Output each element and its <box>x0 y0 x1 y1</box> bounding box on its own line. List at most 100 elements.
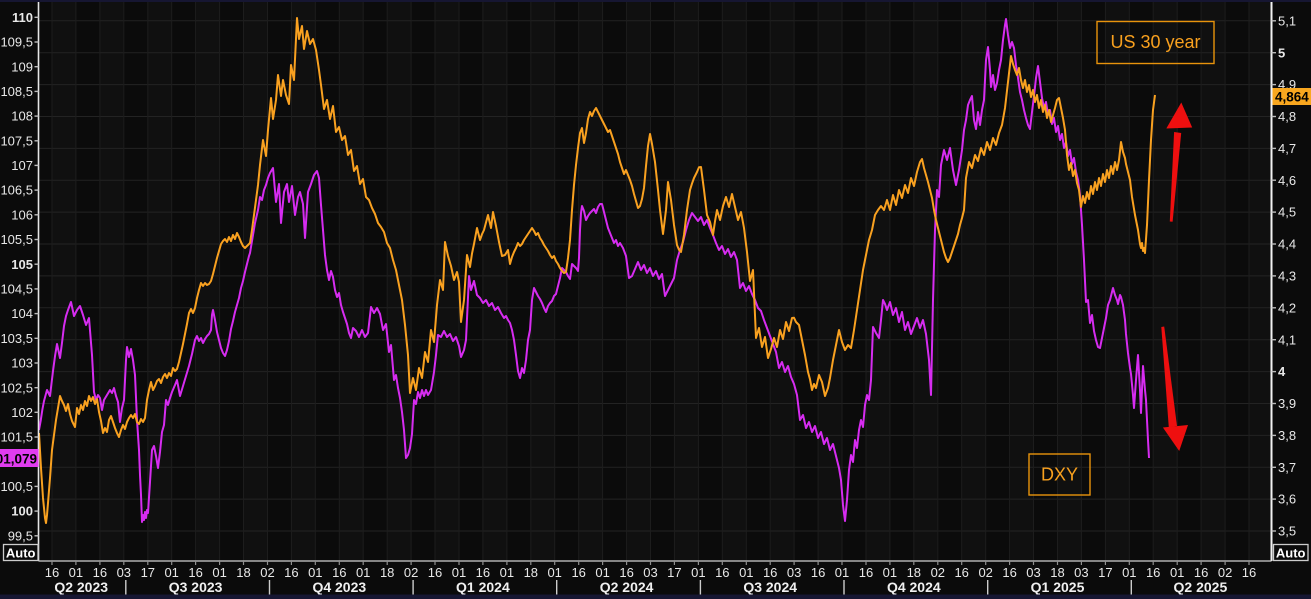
svg-text:107,5: 107,5 <box>0 133 33 148</box>
svg-text:4,3: 4,3 <box>1278 269 1296 284</box>
svg-text:3,6: 3,6 <box>1278 492 1296 507</box>
svg-text:16: 16 <box>1194 565 1208 580</box>
svg-text:16: 16 <box>571 565 585 580</box>
svg-text:17: 17 <box>141 565 155 580</box>
svg-text:17: 17 <box>1098 565 1112 580</box>
svg-text:106: 106 <box>11 207 33 222</box>
svg-text:105,5: 105,5 <box>0 232 33 247</box>
svg-text:3,9: 3,9 <box>1278 396 1296 411</box>
svg-text:01: 01 <box>547 565 561 580</box>
svg-text:3,7: 3,7 <box>1278 460 1296 475</box>
svg-text:18: 18 <box>1050 565 1064 580</box>
svg-text:16: 16 <box>1242 565 1256 580</box>
svg-text:01: 01 <box>500 565 514 580</box>
svg-text:01,079: 01,079 <box>0 452 37 467</box>
svg-text:01: 01 <box>1170 565 1184 580</box>
svg-text:16: 16 <box>763 565 777 580</box>
svg-text:16: 16 <box>859 565 873 580</box>
svg-text:03: 03 <box>787 565 801 580</box>
svg-text:4,6: 4,6 <box>1278 173 1296 188</box>
svg-text:101,5: 101,5 <box>0 430 33 445</box>
svg-text:01: 01 <box>308 565 322 580</box>
svg-text:4: 4 <box>1278 364 1286 379</box>
svg-text:02: 02 <box>1218 565 1232 580</box>
svg-text:18: 18 <box>380 565 394 580</box>
svg-text:03: 03 <box>643 565 657 580</box>
svg-text:01: 01 <box>1122 565 1136 580</box>
svg-text:US 30 year: US 30 year <box>1110 32 1200 52</box>
svg-text:18: 18 <box>524 565 538 580</box>
svg-text:Auto: Auto <box>1276 546 1306 561</box>
svg-text:Q4 2023: Q4 2023 <box>312 579 366 595</box>
svg-text:103,5: 103,5 <box>0 331 33 346</box>
svg-text:4,1: 4,1 <box>1278 332 1296 347</box>
svg-text:01: 01 <box>595 565 609 580</box>
svg-text:16: 16 <box>332 565 346 580</box>
svg-text:108,5: 108,5 <box>0 84 33 99</box>
svg-text:Auto: Auto <box>6 546 36 561</box>
svg-text:02: 02 <box>404 565 418 580</box>
svg-text:03: 03 <box>1026 565 1040 580</box>
svg-text:16: 16 <box>811 565 825 580</box>
svg-text:4,8: 4,8 <box>1278 109 1296 124</box>
svg-text:Q4 2024: Q4 2024 <box>887 579 941 595</box>
svg-text:01: 01 <box>739 565 753 580</box>
svg-text:16: 16 <box>954 565 968 580</box>
svg-text:16: 16 <box>93 565 107 580</box>
svg-text:03: 03 <box>117 565 131 580</box>
svg-text:01: 01 <box>452 565 466 580</box>
svg-text:02: 02 <box>931 565 945 580</box>
svg-text:Q3 2024: Q3 2024 <box>743 579 797 595</box>
svg-text:01: 01 <box>164 565 178 580</box>
svg-text:02: 02 <box>978 565 992 580</box>
svg-text:18: 18 <box>236 565 250 580</box>
svg-text:01: 01 <box>691 565 705 580</box>
svg-text:18: 18 <box>907 565 921 580</box>
svg-text:110: 110 <box>12 10 33 25</box>
svg-text:103: 103 <box>11 356 33 371</box>
svg-text:106,5: 106,5 <box>0 183 33 198</box>
svg-text:100,5: 100,5 <box>0 479 33 494</box>
svg-text:Q2 2025: Q2 2025 <box>1174 579 1228 595</box>
svg-text:104,5: 104,5 <box>0 282 33 297</box>
svg-text:Q1 2024: Q1 2024 <box>456 579 510 595</box>
svg-text:3,8: 3,8 <box>1278 428 1296 443</box>
svg-text:5: 5 <box>1278 45 1285 60</box>
svg-text:5,1: 5,1 <box>1278 13 1296 28</box>
svg-text:108: 108 <box>11 109 33 124</box>
svg-text:4,5: 4,5 <box>1278 205 1296 220</box>
svg-text:16: 16 <box>1146 565 1160 580</box>
svg-text:01: 01 <box>356 565 370 580</box>
svg-text:4,7: 4,7 <box>1278 141 1296 156</box>
svg-text:16: 16 <box>715 565 729 580</box>
svg-text:4,4: 4,4 <box>1278 237 1296 252</box>
svg-text:16: 16 <box>284 565 298 580</box>
svg-text:01: 01 <box>212 565 226 580</box>
svg-text:Q2 2023: Q2 2023 <box>54 579 108 595</box>
svg-text:16: 16 <box>1002 565 1016 580</box>
svg-text:16: 16 <box>188 565 202 580</box>
svg-text:Q1 2025: Q1 2025 <box>1031 579 1085 595</box>
svg-text:109: 109 <box>11 59 33 74</box>
svg-text:01: 01 <box>69 565 83 580</box>
svg-text:104: 104 <box>11 306 33 321</box>
svg-text:99,5: 99,5 <box>8 528 33 543</box>
svg-text:02: 02 <box>260 565 274 580</box>
svg-text:100: 100 <box>11 504 33 519</box>
svg-text:16: 16 <box>619 565 633 580</box>
svg-text:16: 16 <box>476 565 490 580</box>
svg-text:DXY: DXY <box>1041 465 1078 485</box>
svg-text:Q3 2023: Q3 2023 <box>169 579 223 595</box>
svg-text:109,5: 109,5 <box>0 35 33 50</box>
svg-text:01: 01 <box>835 565 849 580</box>
svg-text:4,2: 4,2 <box>1278 300 1296 315</box>
svg-text:105: 105 <box>11 257 33 272</box>
svg-text:3,5: 3,5 <box>1278 524 1296 539</box>
svg-text:17: 17 <box>667 565 681 580</box>
svg-text:Q2 2024: Q2 2024 <box>600 579 654 595</box>
svg-text:03: 03 <box>1074 565 1088 580</box>
svg-text:01: 01 <box>883 565 897 580</box>
svg-text:102: 102 <box>11 405 33 420</box>
svg-text:16: 16 <box>428 565 442 580</box>
svg-text:107: 107 <box>11 158 33 173</box>
